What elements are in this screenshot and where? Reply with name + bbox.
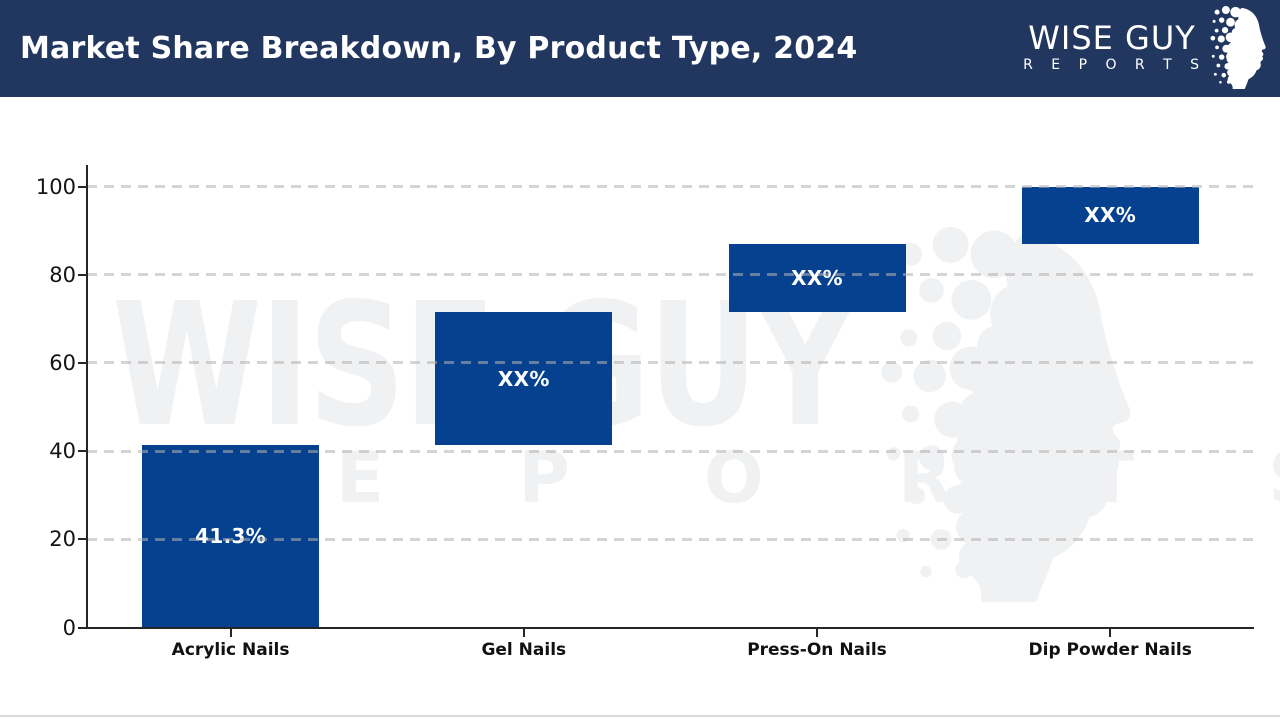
y-axis-tick-label: 80 — [49, 262, 76, 287]
page-title: Market Share Breakdown, By Product Type,… — [20, 31, 858, 66]
bar-value-label: XX% — [791, 266, 843, 290]
y-axis-tick-mark — [78, 273, 86, 276]
y-axis-tick-label: 60 — [49, 350, 76, 375]
bar-value-label: XX% — [1084, 203, 1137, 228]
logo-text: WISE GUY R E P O R T S — [1018, 18, 1206, 74]
gridline-80 — [87, 273, 1253, 277]
bottom-divider — [0, 715, 1280, 717]
y-axis-line — [86, 165, 88, 629]
bar-dip-powder-nails: XX% — [1021, 186, 1199, 244]
gridline-60 — [87, 361, 1253, 365]
x-axis-tick-mark — [816, 628, 818, 637]
gridline-100 — [87, 185, 1253, 188]
x-axis-label-dip-powder-nails: Dip Powder Nails — [1028, 640, 1192, 660]
header: Market Share Breakdown, By Product Type,… — [0, 0, 1280, 97]
y-axis-tick-label: 100 — [35, 174, 76, 199]
gridline-20 — [87, 537, 1253, 541]
gridline-40 — [87, 449, 1253, 453]
y-axis-tick-mark — [78, 185, 86, 188]
logo-name: WISE GUY — [1028, 18, 1196, 57]
y-axis-tick-mark — [78, 538, 86, 541]
y-axis-tick-label: 40 — [49, 439, 76, 464]
bar-gel-nails: XX% — [435, 312, 613, 446]
x-axis-tick-mark — [522, 628, 525, 637]
x-axis-label-acrylic-nails: Acrylic Nails — [171, 640, 290, 660]
wise-guy-head-icon — [1208, 5, 1274, 89]
bar-value-label: 41.3% — [195, 524, 267, 549]
x-axis-tick-mark — [1109, 628, 1112, 637]
x-axis-line — [86, 626, 1254, 629]
logo-subtitle: R E P O R T S — [1023, 57, 1206, 74]
watermark-head-icon — [876, 222, 1162, 602]
y-axis-tick-label: 0 — [62, 615, 76, 640]
bar-value-label: XX% — [497, 366, 550, 391]
wise-guy-logo: WISE GUY R E P O R T S — [1018, 5, 1274, 89]
x-axis-tick-mark — [229, 628, 232, 637]
y-axis-tick-mark — [78, 361, 86, 364]
y-axis-tick-mark — [78, 450, 86, 453]
bar-acrylic-nails: 41.3% — [142, 445, 320, 628]
y-axis-tick-label: 20 — [49, 527, 76, 552]
x-axis-label-gel-nails: Gel Nails — [481, 640, 567, 660]
bar-press-on-nails: XX% — [728, 243, 906, 313]
x-axis-label-press-on-nails: Press-On Nails — [747, 640, 887, 660]
y-axis-tick-mark — [78, 626, 86, 629]
